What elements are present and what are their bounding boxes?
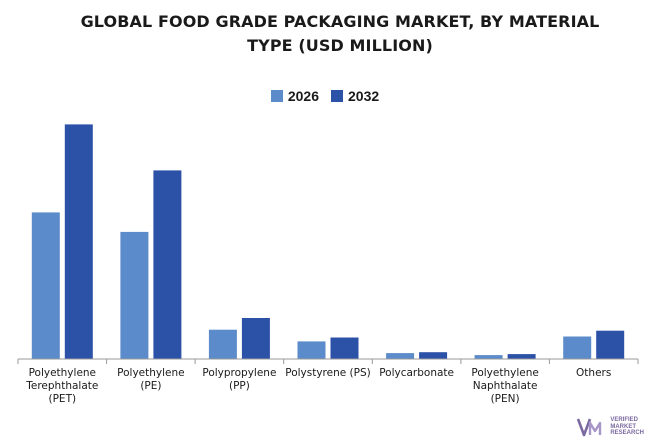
bar-2032-3 <box>330 337 359 359</box>
x-tick-label-6: Others <box>576 367 611 379</box>
legend-item-2032: 2032 <box>331 88 379 104</box>
legend-label-2026: 2026 <box>287 88 319 104</box>
x-tick-label-1: Polyethylene (PE) <box>117 367 184 392</box>
legend-swatch-2032 <box>331 90 343 102</box>
bar-2032-4 <box>419 352 448 359</box>
x-tick-label-2: Polypropylene (PP) <box>202 367 276 392</box>
x-tick-label-3: Polystyrene (PS) <box>285 367 371 379</box>
chart-title: GLOBAL FOOD GRADE PACKAGING MARKET, BY M… <box>80 12 600 55</box>
watermark-line-1: VERIFIED <box>610 417 638 424</box>
bar-2026-1 <box>120 231 149 359</box>
legend-item-2026: 2026 <box>270 88 319 104</box>
bar-2026-0 <box>31 212 60 359</box>
watermark-line-2: MARKET <box>610 423 636 430</box>
bar-2032-5 <box>507 354 536 359</box>
x-tick-label-0: Polyethylene Terephthalate (PET) <box>25 367 98 405</box>
watermark-line-3: RESEARCH <box>610 430 644 437</box>
watermark-text: VERIFIED MARKET RESEARCH <box>610 417 644 437</box>
legend-label-2032: 2032 <box>348 88 380 104</box>
legend: 2026 2032 <box>0 88 650 104</box>
bar-2026-6 <box>563 336 592 359</box>
bar-2026-3 <box>297 341 326 359</box>
bar-2032-6 <box>596 330 625 359</box>
bar-2032-1 <box>153 170 182 359</box>
legend-swatch-2026 <box>270 90 283 102</box>
bar-2032-2 <box>241 318 270 359</box>
bar-2026-4 <box>386 353 415 359</box>
bar-2026-2 <box>208 329 237 359</box>
bar-2026-5 <box>474 355 503 359</box>
x-tick-label-5: Polyethylene Naphthalate (PEN) <box>471 367 538 405</box>
bar-2032-0 <box>64 124 93 360</box>
x-tick-label-4: Polycarbonate <box>379 367 454 379</box>
watermark: VERIFIED MARKET RESEARCH <box>577 417 644 437</box>
vmr-logo-icon <box>577 418 602 437</box>
